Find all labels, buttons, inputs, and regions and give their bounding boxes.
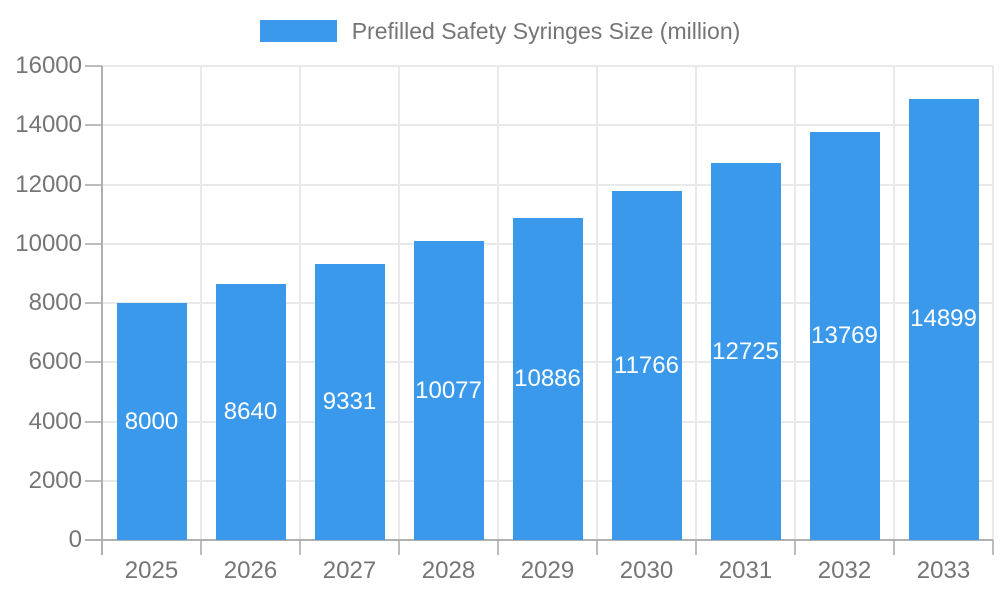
legend-swatch [259, 20, 337, 42]
y-axis-label: 12000 [15, 170, 82, 198]
gridline-v [299, 66, 301, 540]
x-tick [497, 540, 499, 555]
bar-value-label: 8000 [124, 407, 179, 435]
gridline-v [497, 66, 499, 540]
gridline-v [596, 66, 598, 540]
bar[interactable] [116, 303, 187, 540]
gridline-v [200, 66, 202, 540]
bar[interactable] [215, 284, 286, 540]
bar[interactable] [908, 98, 979, 540]
bar-value-label: 14899 [910, 305, 977, 333]
x-tick [794, 540, 796, 555]
y-tick [85, 242, 102, 245]
x-axis-label: 2025 [124, 557, 179, 584]
x-axis-line [85, 539, 993, 541]
legend-label: Prefilled Safety Syringes Size (million) [351, 18, 741, 44]
x-tick [893, 540, 895, 555]
y-tick [85, 65, 102, 67]
y-tick [85, 361, 102, 364]
y-tick [85, 420, 102, 423]
x-axis-label: 2032 [817, 557, 872, 584]
y-axis-label: 4000 [28, 407, 82, 435]
y-axis-label: 0 [68, 526, 82, 553]
y-axis-label: 6000 [28, 348, 82, 376]
gridline-h [102, 65, 993, 67]
bar-value-label: 13769 [811, 322, 878, 350]
y-axis-label: 16000 [15, 52, 82, 79]
gridline-v [794, 66, 796, 540]
y-axis-label: 10000 [15, 229, 82, 257]
bar-value-label: 10886 [514, 364, 581, 392]
bar[interactable] [611, 191, 682, 540]
y-axis-label: 2000 [28, 466, 82, 494]
y-tick [85, 479, 102, 482]
bar[interactable] [710, 163, 781, 540]
gridline-v [893, 66, 895, 540]
x-axis-label: 2029 [520, 557, 575, 584]
x-tick [695, 540, 697, 555]
x-tick [200, 540, 202, 555]
bar[interactable] [314, 263, 385, 540]
bar[interactable] [512, 217, 583, 540]
x-axis-label: 2026 [223, 557, 278, 584]
y-tick [85, 302, 102, 304]
x-axis-label: 2027 [322, 557, 377, 584]
y-tick [85, 124, 102, 127]
x-tick [299, 540, 301, 555]
y-axis-label: 14000 [15, 111, 82, 139]
gridline-h [102, 183, 993, 186]
gridline-v [695, 66, 697, 540]
y-tick [85, 183, 102, 186]
gridline-h [102, 124, 993, 127]
y-axis-line [101, 66, 103, 555]
x-axis-label: 2031 [718, 557, 773, 584]
legend[interactable]: Prefilled Safety Syringes Size (million) [0, 19, 1000, 43]
bar-value-label: 11766 [614, 351, 679, 379]
bar-value-label: 9331 [322, 387, 377, 415]
gridline-v [398, 66, 400, 540]
bar-value-label: 10077 [415, 376, 482, 404]
x-axis-label: 2028 [421, 557, 476, 584]
bar-value-label: 12725 [712, 337, 779, 365]
x-axis-label: 2033 [916, 557, 971, 584]
bar[interactable] [413, 241, 484, 540]
x-tick [596, 540, 598, 555]
x-tick [398, 540, 400, 555]
y-axis-label: 8000 [28, 289, 82, 316]
x-tick [992, 540, 994, 555]
bar[interactable] [809, 132, 880, 540]
bar-value-label: 8640 [223, 398, 278, 426]
gridline-v [992, 66, 994, 540]
x-axis-label: 2030 [619, 557, 674, 584]
